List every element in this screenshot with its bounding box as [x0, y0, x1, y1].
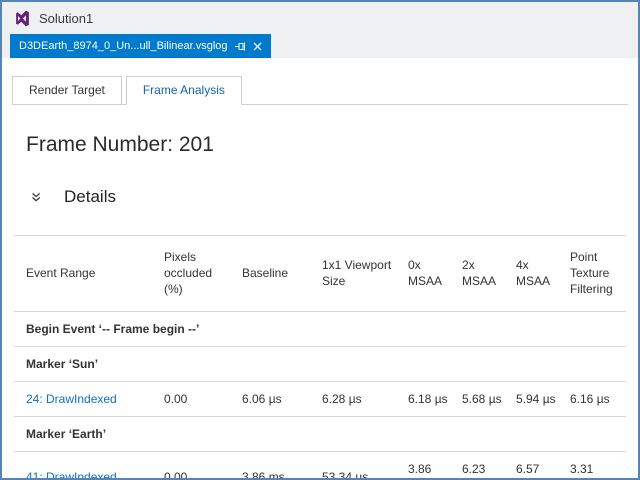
col-baseline: Baseline	[242, 266, 289, 281]
cell-point-filtering: 6.16 µs	[570, 391, 610, 406]
col-0x-msaa: 0x MSAA	[408, 258, 443, 289]
cell-viewport: 53.34 µs	[322, 470, 369, 480]
cell-2x-msaa: 5.68 µs	[462, 391, 502, 406]
event-link-24-drawindexed[interactable]: 24: DrawIndexed	[26, 391, 117, 406]
table-row: 24: DrawIndexed 0.00 6.06 µs 6.28 µs 6.1…	[14, 381, 626, 417]
cell-4x-msaa: 5.94 µs	[516, 391, 556, 406]
col-4x-msaa: 4x MSAA	[516, 258, 551, 289]
frame-analysis-table: Event Range Pixels occluded (%) Baseline…	[14, 235, 626, 480]
col-2x-msaa: 2x MSAA	[462, 258, 497, 289]
col-viewport-size: 1x1 Viewport Size	[322, 258, 392, 289]
col-pixels-occluded: Pixels occluded (%)	[164, 250, 213, 297]
cell-baseline: 3.86 ms	[242, 470, 285, 480]
section-marker-sun: Marker ‘Sun’	[26, 356, 99, 371]
document-tab-label: D3DEarth_8974_0_Un...ull_Bilinear.vsglog	[19, 40, 228, 52]
table-section-row: Begin Event ‘-- Frame begin --’	[14, 311, 626, 347]
tab-render-target[interactable]: Render Target	[12, 76, 122, 105]
cell-viewport: 6.28 µs	[322, 391, 362, 406]
close-icon[interactable]	[253, 42, 262, 51]
cell-point-filtering: 3.31 ms	[570, 462, 594, 477]
event-link-41-drawindexed[interactable]: 41: DrawIndexed	[26, 470, 117, 480]
visual-studio-logo-icon	[14, 10, 31, 27]
table-row: 41: DrawIndexed 0.00 3.86 ms 53.34 µs 3.…	[14, 452, 626, 480]
table-section-row: Marker ‘Earth’	[14, 417, 626, 452]
window-title: Solution1	[39, 10, 94, 26]
pin-icon[interactable]	[234, 41, 246, 52]
details-label: Details	[64, 187, 116, 206]
chevron-double-down-icon: »	[27, 191, 48, 203]
section-begin-event: Begin Event ‘-- Frame begin --’	[26, 321, 200, 336]
col-event-range: Event Range	[26, 266, 96, 281]
cell-pixels-occluded: 0.00	[164, 391, 188, 406]
view-tab-bar: Render Target Frame Analysis	[12, 76, 628, 105]
title-bar: Solution1	[2, 2, 638, 34]
frame-number-heading: Frame Number: 201	[26, 133, 214, 156]
cell-2x-msaa: 6.23 ms	[462, 462, 486, 477]
cell-0x-msaa: 3.86 ms	[408, 462, 432, 477]
table-section-row: Marker ‘Sun’	[14, 346, 626, 382]
document-tab-strip: D3DEarth_8974_0_Un...ull_Bilinear.vsglog	[2, 34, 638, 58]
cell-pixels-occluded: 0.00	[164, 470, 188, 480]
table-header-row: Event Range Pixels occluded (%) Baseline…	[14, 236, 626, 312]
cell-4x-msaa: 6.57 ms	[516, 462, 540, 477]
cell-baseline: 6.06 µs	[242, 391, 282, 406]
details-expander[interactable]: » Details	[27, 187, 638, 207]
tab-frame-analysis[interactable]: Frame Analysis	[125, 76, 242, 105]
col-point-texture-filtering: Point Texture Filtering	[570, 250, 613, 297]
cell-0x-msaa: 6.18 µs	[408, 391, 448, 406]
document-tab[interactable]: D3DEarth_8974_0_Un...ull_Bilinear.vsglog	[10, 34, 271, 58]
section-marker-earth: Marker ‘Earth’	[26, 427, 107, 442]
